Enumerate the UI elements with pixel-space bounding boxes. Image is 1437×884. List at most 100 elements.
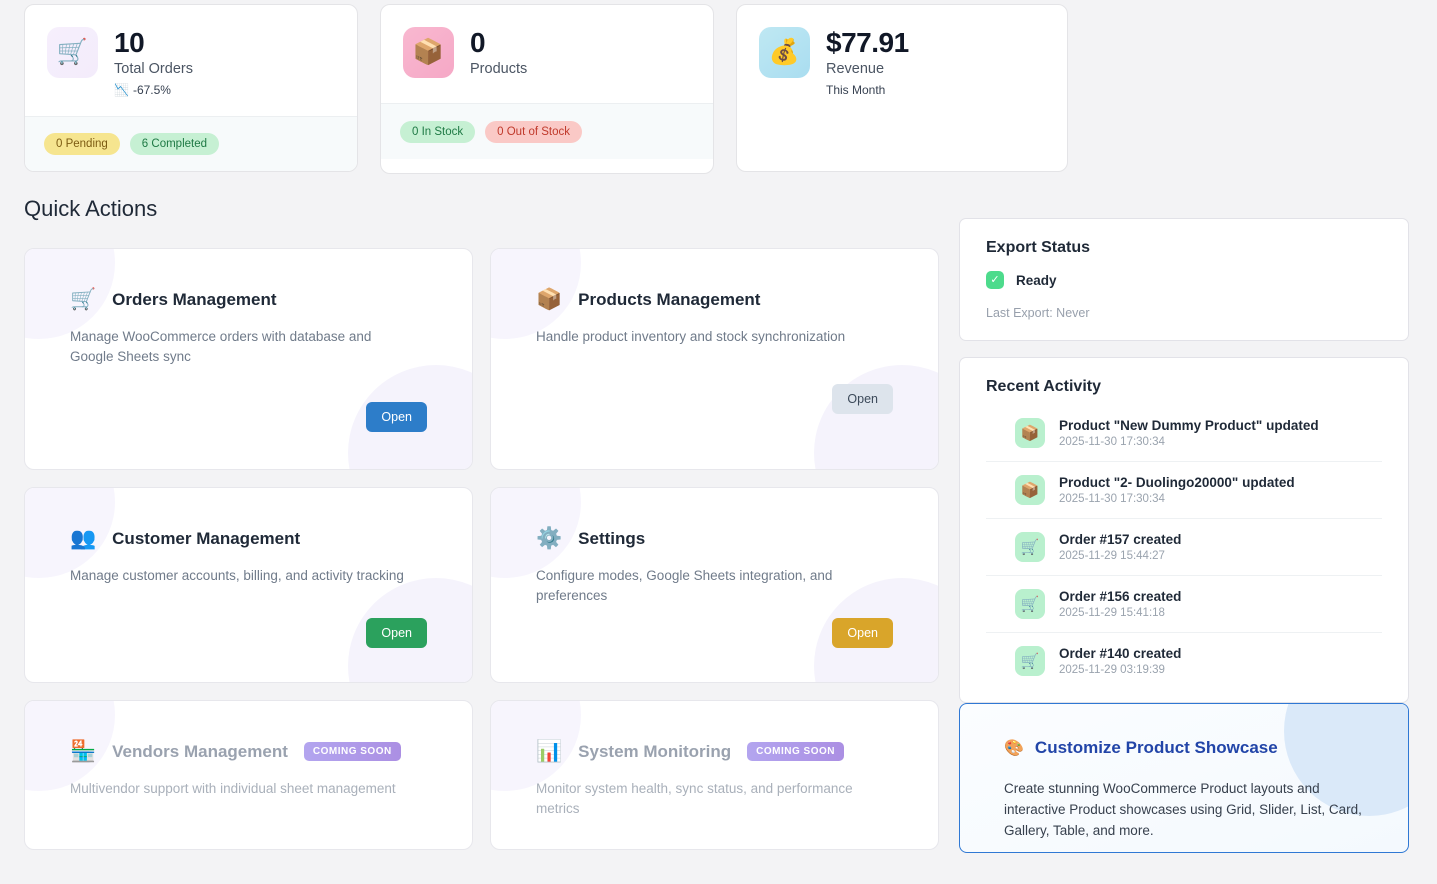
activity-timestamp: 2025-11-29 15:44:27 [1059,550,1165,562]
activity-text: Order #156 created 2025-11-29 15:41:18 [1059,589,1181,619]
card-title: Products Management [578,289,761,309]
card-title: Settings [578,528,646,548]
stat-value: 10 [114,27,145,58]
card-title: Customer Management [112,528,301,548]
card-description: Monitor system health, sync status, and … [536,781,853,816]
page-title: Quick Actions [24,196,158,221]
activity-text: Product "2- Duolingo20000" updated 2025-… [1059,475,1295,505]
card-description: Handle product inventory and stock synch… [536,329,846,344]
quick-action-orders-management[interactable]: 🛒 Orders Management Manage WooCommerce o… [24,248,473,470]
quick-action-system-monitoring: 📊 System Monitoring COMING SOON Monitor … [490,700,939,850]
status-badge-pending: 0 Pending [44,133,120,155]
export-status-title: Export Status [986,239,1091,256]
shopping-cart-icon: 🛒 [1015,589,1045,619]
stat-label: Revenue [826,61,885,78]
stat-sublabel: This Month [826,83,886,98]
stat-label: Total Orders [114,61,193,78]
people-icon: 👥 [70,527,97,550]
list-item[interactable]: 🛒 Order #157 created 2025-11-29 15:44:27 [986,519,1382,576]
stat-footer: 0 Pending 6 Completed [25,116,357,171]
stat-card-total-orders: 🛒 10 Total Orders 📉 -67.5% 0 Pending 6 C… [24,4,358,172]
card-title: System Monitoring [578,741,732,761]
right-sidebar: Export Status ✓ Ready Last Export: Never… [959,218,1409,853]
list-item[interactable]: 📦 Product "2- Duolingo20000" updated 202… [986,462,1382,519]
activity-text: Product "New Dummy Product" updated 2025… [1059,418,1319,448]
money-bag-icon: 💰 [759,27,810,78]
activity-text: Order #157 created 2025-11-29 15:44:27 [1059,532,1181,562]
shopping-cart-icon: 🛒 [70,288,97,311]
stat-card-products: 📦 0 Products 0 In Stock 0 Out of Stock [380,4,714,174]
open-button-customers[interactable]: Open [366,618,427,648]
card-header: 📊 System Monitoring COMING SOON [536,741,893,762]
trend-value: -67.5% [132,83,171,98]
card-actions: Open [832,618,893,648]
activity-title: Order #157 created [1059,532,1182,547]
card-header: 📦 Products Management [536,289,893,310]
status-badge-completed: 6 Completed [129,133,220,155]
card-title: Orders Management [112,289,277,309]
palette-icon: 🎨 [1004,740,1024,757]
stat-body: 💰 $77.91 Revenue This Month [737,5,1067,97]
export-status-panel: Export Status ✓ Ready Last Export: Never [959,218,1409,341]
shopping-cart-icon: 🛒 [1015,646,1045,676]
trend-down-icon: 📉 [114,83,129,98]
open-button-settings[interactable]: Open [832,618,893,648]
list-item[interactable]: 📦 Product "New Dummy Product" updated 20… [986,412,1382,462]
gear-icon: ⚙️ [536,527,563,550]
stats-row: 🛒 10 Total Orders 📉 -67.5% 0 Pending 6 C… [24,4,1068,174]
coming-soon-badge: COMING SOON [303,742,401,761]
activity-title: Product "2- Duolingo20000" updated [1059,475,1295,490]
activity-title: Product "New Dummy Product" updated [1059,418,1319,433]
storefront-icon: 🏪 [70,740,97,763]
card-actions: Open [366,618,427,648]
package-icon: 📦 [1015,475,1045,505]
activity-title: Order #140 created [1059,646,1182,661]
package-icon: 📦 [403,27,454,78]
activity-timestamp: 2025-11-30 17:30:34 [1059,436,1165,448]
status-badge-in-stock: 0 In Stock [400,120,476,143]
list-item[interactable]: 🛒 Order #140 created 2025-11-29 03:19:39 [986,633,1382,682]
card-header: ⚙️ Settings [536,528,893,549]
last-export-text: Last Export: Never [986,306,1090,320]
card-actions: Open [366,402,427,432]
recent-activity-title: Recent Activity [986,378,1101,395]
showcase-description: Create stunning WooCommerce Product layo… [1004,781,1362,838]
open-button-orders[interactable]: Open [366,402,427,432]
quick-action-products-management[interactable]: 📦 Products Management Handle product inv… [490,248,939,470]
showcase-title: Customize Product Showcase [1034,738,1278,757]
quick-action-customer-management[interactable]: 👥 Customer Management Manage customer ac… [24,487,473,683]
list-item[interactable]: 🛒 Order #156 created 2025-11-29 15:41:18 [986,576,1382,633]
activity-list: 📦 Product "New Dummy Product" updated 20… [986,412,1382,682]
activity-timestamp: 2025-11-29 15:41:18 [1059,607,1165,619]
stat-trend: 📉 -67.5% [114,83,193,97]
activity-title: Order #156 created [1059,589,1182,604]
showcase-header: 🎨 Customize Product Showcase [1004,738,1364,758]
card-description: Multivendor support with individual shee… [70,781,396,796]
coming-soon-badge: COMING SOON [747,742,845,761]
card-header: 🏪 Vendors Management COMING SOON [70,741,427,762]
package-icon: 📦 [1015,418,1045,448]
stat-text: $77.91 Revenue This Month [826,27,909,98]
status-badge-out-of-stock: 0 Out of Stock [485,120,583,143]
stat-value: $77.91 [826,27,909,58]
stat-footer: 0 In Stock 0 Out of Stock [381,103,713,159]
card-actions: Open [832,384,893,414]
customize-product-showcase-panel[interactable]: 🎨 Customize Product Showcase Create stun… [959,703,1409,853]
export-status-value: Ready [1016,272,1057,288]
stat-text: 10 Total Orders 📉 -67.5% [114,27,193,98]
stat-label: Products [470,61,528,78]
card-header: 👥 Customer Management [70,528,427,549]
stat-text: 0 Products [470,27,528,78]
stat-body: 📦 0 Products [381,5,713,78]
quick-action-settings[interactable]: ⚙️ Settings Configure modes, Google Shee… [490,487,939,683]
shopping-cart-icon: 🛒 [47,27,98,78]
shopping-cart-icon: 🛒 [1015,532,1045,562]
open-button-products[interactable]: Open [832,384,893,414]
quick-actions-grid: 🛒 Orders Management Manage WooCommerce o… [24,248,939,850]
recent-activity-panel: Recent Activity 📦 Product "New Dummy Pro… [959,357,1409,703]
stat-body: 🛒 10 Total Orders 📉 -67.5% [25,5,357,97]
bar-chart-icon: 📊 [536,740,563,763]
stat-card-revenue: 💰 $77.91 Revenue This Month [736,4,1068,172]
package-icon: 📦 [536,288,563,311]
activity-text: Order #140 created 2025-11-29 03:19:39 [1059,646,1181,676]
